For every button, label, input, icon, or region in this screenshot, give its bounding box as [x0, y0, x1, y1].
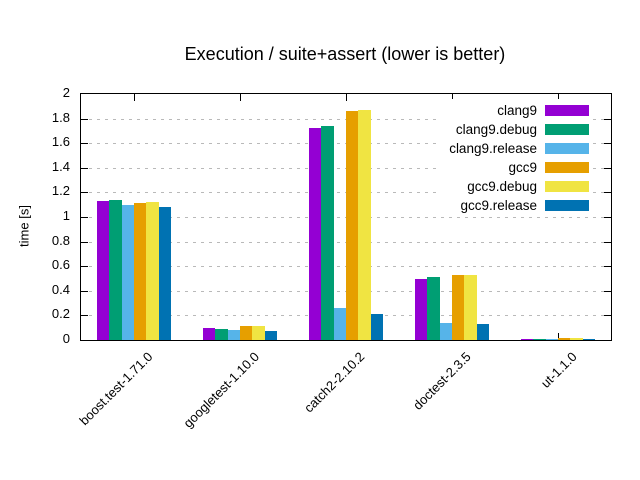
bar-gcc9.release-doctest-2.3.5	[476, 324, 490, 340]
bar-clang9-catch2-2.10.2	[308, 128, 322, 340]
y-tick-mark	[604, 118, 611, 120]
legend-swatch	[545, 162, 589, 173]
bar-clang9.debug-ut-1.1.0	[533, 338, 546, 340]
legend-item: clang9.release	[449, 139, 589, 158]
y-tick-mark	[81, 118, 88, 120]
y-tick-mark	[81, 143, 88, 145]
bar-clang9.debug-catch2-2.10.2	[321, 125, 334, 340]
y-tick-label: 0.8	[51, 232, 70, 248]
y-tick-label: 1	[62, 208, 70, 223]
y-tick-label: 0.2	[51, 306, 70, 322]
bar-gcc9-boost.test-1.71.0	[134, 203, 147, 340]
legend-item: gcc9.debug	[449, 177, 589, 196]
bar-gcc9-ut-1.1.0	[558, 337, 571, 340]
y-tick-mark	[81, 192, 88, 194]
legend-label: clang9.release	[449, 141, 537, 156]
bar-gcc9.debug-doctest-2.3.5	[464, 274, 477, 340]
x-tick-label: catch2-2.10.2	[301, 349, 368, 416]
legend-label: gcc9	[508, 160, 537, 175]
y-tick-mark	[604, 266, 611, 268]
legend-label: gcc9.debug	[467, 179, 537, 194]
bar-gcc9.release-ut-1.1.0	[582, 338, 596, 340]
bar-clang9.release-googletest-1.10.0	[227, 330, 240, 340]
x-tick-mark	[557, 94, 559, 101]
bar-gcc9.debug-catch2-2.10.2	[358, 110, 371, 340]
bar-clang9-ut-1.1.0	[520, 338, 534, 340]
bar-gcc9.release-boost.test-1.71.0	[158, 207, 172, 340]
chart-title: Execution / suite+assert (lower is bette…	[184, 44, 506, 64]
y-tick-mark	[604, 167, 611, 169]
x-tick-mark	[239, 94, 241, 101]
y-tick-mark	[81, 266, 88, 268]
bar-gcc9-googletest-1.10.0	[240, 326, 253, 340]
x-tick-mark	[133, 94, 135, 101]
legend-swatch	[545, 105, 589, 116]
y-tick-label: 0.4	[51, 281, 70, 297]
x-tick-mark	[345, 94, 347, 101]
bar-gcc9.debug-ut-1.1.0	[570, 337, 583, 340]
legend-item: gcc9	[449, 158, 589, 177]
y-tick-mark	[604, 241, 611, 243]
y-tick-label: 1.4	[51, 158, 70, 174]
y-tick-label: 0.6	[51, 257, 70, 273]
x-tick-label: ut-1.1.0	[537, 349, 580, 391]
y-tick-mark	[604, 192, 611, 194]
plot-area: clang9 clang9.debug clang9.release gcc9 gcc9…	[80, 93, 612, 341]
legend-swatch	[545, 143, 589, 154]
y-axis-label: time [s]	[16, 205, 32, 247]
y-tick-mark	[81, 315, 88, 317]
y-tick-mark	[604, 290, 611, 292]
y-tick-mark	[81, 167, 88, 169]
bar-clang9.release-ut-1.1.0	[545, 338, 558, 340]
bar-gcc9-catch2-2.10.2	[346, 111, 359, 340]
legend-label: gcc9.release	[460, 198, 537, 213]
x-tick-mark	[557, 333, 559, 340]
bar-clang9.release-doctest-2.3.5	[439, 322, 452, 340]
x-tick-mark	[451, 94, 453, 101]
bar-gcc9-doctest-2.3.5	[452, 274, 465, 340]
bar-gcc9.release-catch2-2.10.2	[370, 314, 384, 340]
y-tick-mark	[81, 290, 88, 292]
x-tick-label: doctest-2.3.5	[409, 349, 474, 413]
y-tick-label: 1.8	[51, 109, 70, 125]
bar-clang9.release-catch2-2.10.2	[333, 308, 346, 340]
legend-label: clang9.debug	[455, 122, 537, 137]
bar-gcc9.release-googletest-1.10.0	[264, 331, 278, 340]
y-tick-label: 2	[62, 85, 70, 100]
y-tick-mark	[81, 217, 88, 218]
y-tick-label: 0	[62, 331, 70, 346]
legend-item: clang9	[449, 101, 589, 120]
x-tick-label: googletest-1.10.0	[179, 349, 262, 431]
bar-gcc9.debug-googletest-1.10.0	[252, 326, 265, 340]
legend-item: gcc9.release	[449, 196, 589, 215]
y-tick-mark	[604, 315, 611, 317]
bar-clang9-doctest-2.3.5	[414, 278, 428, 340]
legend: clang9 clang9.debug clang9.release gcc9 gcc9…	[437, 99, 589, 217]
y-tick-mark	[604, 143, 611, 145]
bar-clang9-googletest-1.10.0	[202, 327, 216, 340]
y-tick-label: 1.6	[51, 134, 70, 150]
legend-swatch	[545, 181, 589, 192]
legend-swatch	[545, 200, 589, 211]
bar-clang9.debug-doctest-2.3.5	[427, 277, 440, 340]
legend-label: clang9	[497, 103, 537, 118]
bar-clang9.debug-googletest-1.10.0	[215, 328, 228, 340]
bar-clang9.release-boost.test-1.71.0	[121, 204, 134, 340]
legend-item: clang9.debug	[449, 120, 589, 139]
bar-clang9-boost.test-1.71.0	[96, 201, 110, 340]
y-tick-mark	[81, 241, 88, 243]
bar-clang9.debug-boost.test-1.71.0	[109, 199, 122, 340]
bar-gcc9.debug-boost.test-1.71.0	[146, 202, 159, 340]
y-tick-label: 1.2	[51, 183, 70, 199]
y-tick-mark	[604, 217, 611, 218]
legend-swatch	[545, 124, 589, 135]
x-tick-label: boost.test-1.71.0	[76, 349, 156, 429]
